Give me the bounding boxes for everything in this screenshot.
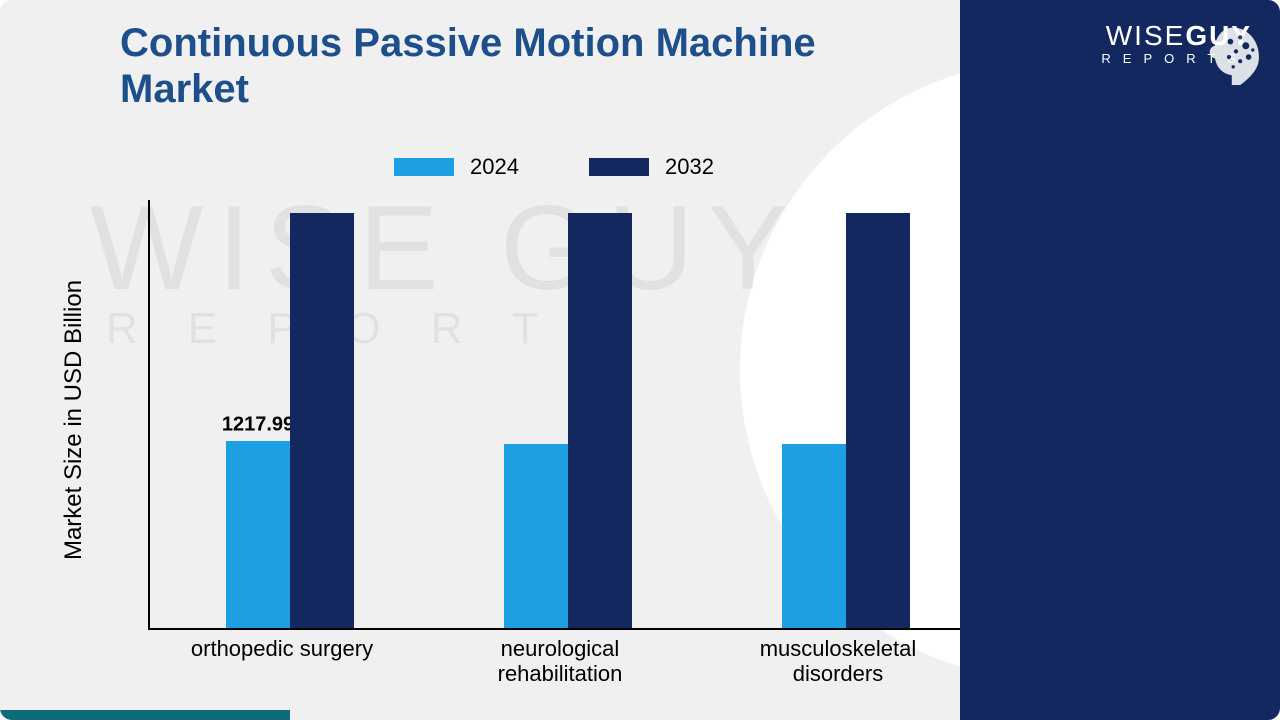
- chart-title: Continuous Passive Motion Machine Market: [120, 20, 900, 112]
- page: WISE GUY REPORTS WISEGUY REPORTS Continu…: [0, 0, 1280, 720]
- plot-area: 1217.99: [148, 200, 960, 630]
- category-label: orthopedic surgery: [172, 636, 392, 661]
- right-brand-band: [960, 0, 1280, 720]
- bar-2032: [568, 213, 632, 628]
- legend-label-2032: 2032: [665, 154, 714, 180]
- bar-value-label: 1217.99: [222, 413, 294, 436]
- legend-swatch-2024: [394, 158, 454, 176]
- legend-item-2024: 2024: [394, 154, 519, 180]
- brand-logo: WISEGUY REPORTS: [1101, 22, 1252, 65]
- category-label: musculoskeletal disorders: [728, 636, 948, 687]
- bar-2032: [846, 213, 910, 628]
- brain-head-icon: [1194, 22, 1264, 92]
- legend: 2024 2032: [148, 154, 960, 180]
- bottom-accent-bar: [0, 710, 290, 720]
- bar-2024: [782, 444, 846, 628]
- bar-group: 1217.99: [220, 198, 360, 628]
- chart: Market Size in USD Billion 2024 2032 121…: [60, 150, 960, 690]
- category-label: neurological rehabilitation: [450, 636, 670, 687]
- bar-group: [498, 198, 638, 628]
- legend-item-2032: 2032: [589, 154, 714, 180]
- brand-word-wise: WISE: [1106, 20, 1186, 51]
- bar-group: [776, 198, 916, 628]
- y-axis-label: Market Size in USD Billion: [60, 210, 88, 630]
- bar-2032: [290, 213, 354, 628]
- legend-label-2024: 2024: [470, 154, 519, 180]
- bar-2024: 1217.99: [226, 441, 290, 628]
- bar-2024: [504, 444, 568, 628]
- legend-swatch-2032: [589, 158, 649, 176]
